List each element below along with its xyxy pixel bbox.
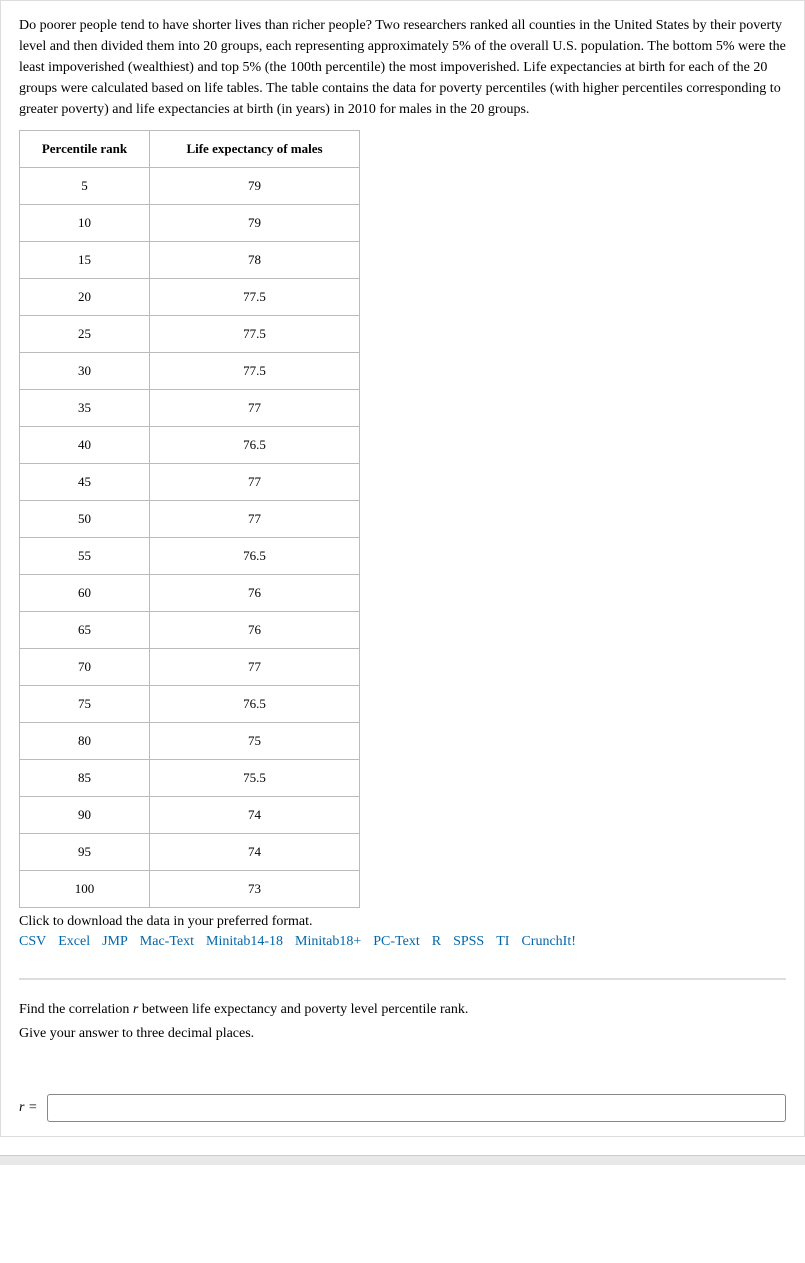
download-link[interactable]: SPSS — [453, 934, 484, 949]
download-intro: Click to download the data in your prefe… — [19, 914, 786, 930]
download-link[interactable]: Minitab18+ — [295, 934, 361, 949]
table-row: 7077 — [20, 649, 360, 686]
table-cell: 77.5 — [150, 279, 360, 316]
download-link[interactable]: PC-Text — [373, 934, 419, 949]
table-cell: 73 — [150, 871, 360, 908]
col-header-life-expectancy: Life expectancy of males — [150, 131, 360, 168]
table-row: 2077.5 — [20, 279, 360, 316]
table-row: 3577 — [20, 390, 360, 427]
table-row: 579 — [20, 168, 360, 205]
section-divider — [19, 978, 786, 980]
table-row: 7576.5 — [20, 686, 360, 723]
table-row: 8075 — [20, 723, 360, 760]
table-row: 9074 — [20, 797, 360, 834]
table-cell: 90 — [20, 797, 150, 834]
table-row: 10073 — [20, 871, 360, 908]
table-cell: 77.5 — [150, 353, 360, 390]
table-row: 5077 — [20, 501, 360, 538]
table-cell: 76.5 — [150, 686, 360, 723]
download-links-row: CSV Excel JMP Mac-Text Minitab14-18 Minitab18… — [19, 934, 786, 950]
data-table: Percentile rank Life expectancy of males… — [19, 130, 360, 908]
table-row: 3077.5 — [20, 353, 360, 390]
table-cell: 20 — [20, 279, 150, 316]
table-row: 2577.5 — [20, 316, 360, 353]
table-cell: 65 — [20, 612, 150, 649]
download-link[interactable]: Excel — [58, 934, 90, 949]
table-cell: 85 — [20, 760, 150, 797]
footer-bar — [0, 1155, 805, 1165]
table-header-row: Percentile rank Life expectancy of males — [20, 131, 360, 168]
table-row: 4577 — [20, 464, 360, 501]
table-cell: 15 — [20, 242, 150, 279]
table-cell: 79 — [150, 205, 360, 242]
download-link[interactable]: JMP — [102, 934, 128, 949]
table-row: 4076.5 — [20, 427, 360, 464]
table-row: 9574 — [20, 834, 360, 871]
table-cell: 100 — [20, 871, 150, 908]
table-cell: 60 — [20, 575, 150, 612]
table-cell: 55 — [20, 538, 150, 575]
table-row: 8575.5 — [20, 760, 360, 797]
table-cell: 77 — [150, 501, 360, 538]
table-cell: 77.5 — [150, 316, 360, 353]
table-cell: 74 — [150, 834, 360, 871]
download-link[interactable]: Minitab14-18 — [206, 934, 283, 949]
table-cell: 77 — [150, 390, 360, 427]
answer-row: r = — [19, 1094, 786, 1122]
table-cell: 77 — [150, 649, 360, 686]
table-cell: 75 — [20, 686, 150, 723]
download-link[interactable]: R — [432, 934, 441, 949]
problem-description: Do poorer people tend to have shorter li… — [19, 15, 786, 120]
table-row: 1079 — [20, 205, 360, 242]
table-cell: 75.5 — [150, 760, 360, 797]
table-cell: 25 — [20, 316, 150, 353]
table-cell: 70 — [20, 649, 150, 686]
table-cell: 76.5 — [150, 427, 360, 464]
answer-input[interactable] — [47, 1094, 786, 1122]
download-link[interactable]: TI — [496, 934, 509, 949]
table-cell: 76 — [150, 612, 360, 649]
table-cell: 77 — [150, 464, 360, 501]
col-header-percentile: Percentile rank — [20, 131, 150, 168]
answer-label: r = — [19, 1100, 37, 1116]
table-cell: 74 — [150, 797, 360, 834]
table-cell: 75 — [150, 723, 360, 760]
table-cell: 40 — [20, 427, 150, 464]
table-row: 5576.5 — [20, 538, 360, 575]
table-cell: 10 — [20, 205, 150, 242]
table-cell: 50 — [20, 501, 150, 538]
table-cell: 76.5 — [150, 538, 360, 575]
table-row: 1578 — [20, 242, 360, 279]
table-cell: 5 — [20, 168, 150, 205]
table-cell: 45 — [20, 464, 150, 501]
table-cell: 80 — [20, 723, 150, 760]
table-cell: 95 — [20, 834, 150, 871]
table-cell: 30 — [20, 353, 150, 390]
table-row: 6076 — [20, 575, 360, 612]
table-cell: 35 — [20, 390, 150, 427]
question-line1-post: between life expectancy and poverty leve… — [138, 1002, 468, 1017]
table-cell: 79 — [150, 168, 360, 205]
question-line1-pre: Find the correlation — [19, 1002, 133, 1017]
table-cell: 78 — [150, 242, 360, 279]
question-block: Find the correlation r between life expe… — [19, 998, 786, 1046]
download-link[interactable]: CSV — [19, 934, 46, 949]
question-line-2: Give your answer to three decimal places… — [19, 1022, 786, 1046]
question-line-1: Find the correlation r between life expe… — [19, 998, 786, 1022]
download-link[interactable]: Mac-Text — [140, 934, 194, 949]
download-link[interactable]: CrunchIt! — [521, 934, 575, 949]
table-row: 6576 — [20, 612, 360, 649]
table-cell: 76 — [150, 575, 360, 612]
question-container: Do poorer people tend to have shorter li… — [0, 0, 805, 1137]
